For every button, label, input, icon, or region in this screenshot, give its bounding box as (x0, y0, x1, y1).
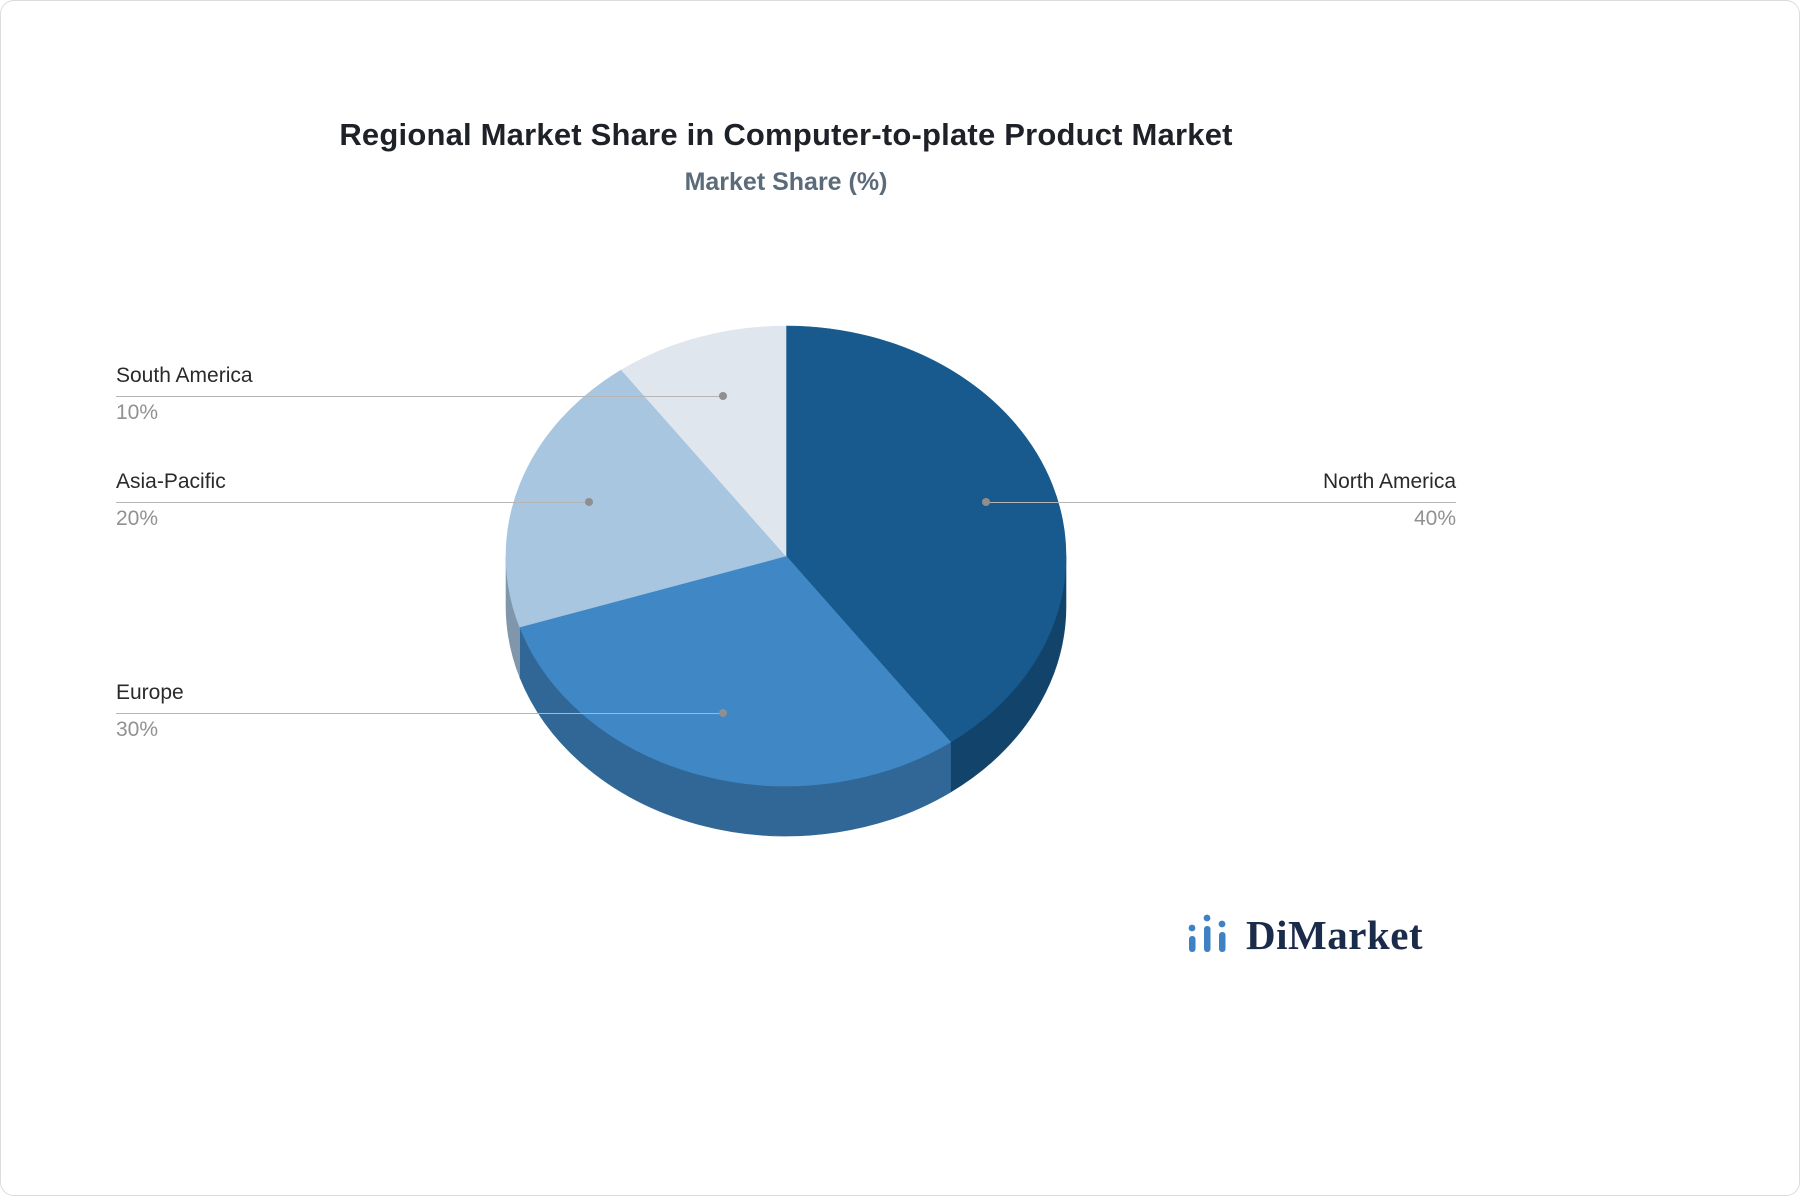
callout-value-europe: 30% (116, 718, 159, 741)
callout-label-asia-pacific: Asia-Pacific (116, 470, 226, 493)
pie-slice-asia-pacific (505, 369, 787, 628)
leader-dot-south-america (719, 392, 727, 400)
leader-dot-europe (719, 709, 727, 717)
pie-slice-north-america (785, 325, 1067, 743)
chart-subtitle: Market Share (%) (684, 168, 888, 196)
callout-value-south-america: 10% (116, 401, 159, 424)
brand-logo: DiMarket (1186, 911, 1423, 959)
callout-label-north-america: North America (1322, 470, 1456, 493)
pie-slice-south-america (620, 325, 787, 557)
leader-dot-north-america (982, 498, 990, 506)
leader-dot-asia-pacific (585, 498, 593, 506)
pie-slice-europe (519, 555, 952, 787)
leader-line-south-america (116, 396, 724, 397)
bar-chart-icon (1188, 914, 1226, 952)
leader-line-asia-pacific (116, 502, 590, 503)
callout-label-europe: Europe (116, 681, 184, 704)
callout-value-asia-pacific: 20% (116, 507, 159, 530)
brand-logo-text: DiMarket (1246, 912, 1424, 958)
callout-label-south-america: South America (116, 364, 253, 387)
leader-line-europe (116, 713, 724, 714)
leader-line-north-america (986, 502, 1456, 503)
callout-value-north-america: 40% (1413, 507, 1456, 530)
chart-title: Regional Market Share in Computer-to-pla… (339, 117, 1233, 152)
